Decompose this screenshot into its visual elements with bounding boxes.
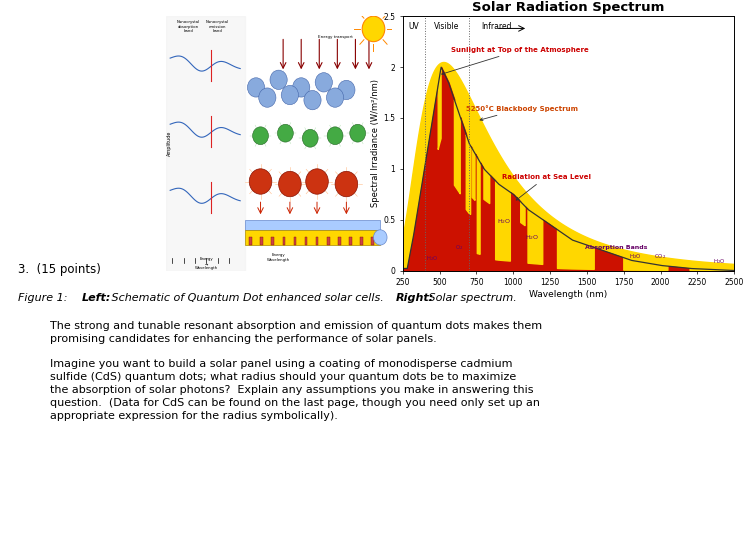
Bar <box>282 237 285 245</box>
Circle shape <box>327 127 343 144</box>
Text: Amplitude: Amplitude <box>166 131 172 156</box>
Text: H$_2$O: H$_2$O <box>426 254 438 263</box>
Circle shape <box>373 230 387 245</box>
Circle shape <box>350 124 366 142</box>
Text: H$_2$O: H$_2$O <box>713 258 726 266</box>
Text: Infrared: Infrared <box>481 22 511 31</box>
Text: O$_2$: O$_2$ <box>455 243 463 252</box>
Text: Left:: Left: <box>82 293 111 303</box>
Text: H$_2$O: H$_2$O <box>526 233 540 242</box>
Circle shape <box>306 169 328 194</box>
Bar <box>371 237 374 245</box>
Text: Figure 1:: Figure 1: <box>18 293 71 303</box>
Circle shape <box>279 171 301 197</box>
Text: 5250°C Blackbody Spectrum: 5250°C Blackbody Spectrum <box>466 105 578 121</box>
Circle shape <box>282 85 298 105</box>
Bar <box>316 237 319 245</box>
Text: Solar spectrum.: Solar spectrum. <box>425 293 517 303</box>
Bar <box>249 237 252 245</box>
Circle shape <box>304 90 321 110</box>
Bar <box>245 220 380 230</box>
Circle shape <box>270 70 287 89</box>
Circle shape <box>248 78 264 97</box>
Text: Nanocrystal
absorption
band: Nanocrystal absorption band <box>177 20 200 33</box>
Bar <box>349 237 352 245</box>
Text: Radiation at Sea Level: Radiation at Sea Level <box>501 174 590 200</box>
Text: Energy
→
Wavelength: Energy → Wavelength <box>195 258 218 270</box>
Bar <box>338 237 340 245</box>
Text: Sunlight at Top of the Atmosphere: Sunlight at Top of the Atmosphere <box>442 47 589 75</box>
Text: 3.  (15 points): 3. (15 points) <box>18 262 101 275</box>
Text: sulfide (CdS) quantum dots; what radius should your quantum dots be to maximize: sulfide (CdS) quantum dots; what radius … <box>50 372 517 382</box>
Text: question.  (Data for CdS can be found on the last page, though you need only set: question. (Data for CdS can be found on … <box>50 398 540 408</box>
Bar <box>305 237 307 245</box>
Text: Visible: Visible <box>434 22 460 31</box>
Circle shape <box>259 88 276 107</box>
Circle shape <box>302 129 318 147</box>
Bar <box>166 16 245 270</box>
Bar <box>327 237 330 245</box>
Circle shape <box>293 78 309 97</box>
Bar <box>294 237 297 245</box>
Text: Energy transport: Energy transport <box>318 35 352 39</box>
Circle shape <box>316 72 332 92</box>
Text: CO$_2$: CO$_2$ <box>654 253 666 261</box>
Text: H$_2$O: H$_2$O <box>630 253 642 261</box>
Circle shape <box>253 127 269 144</box>
Text: appropriate expression for the radius symbolically).: appropriate expression for the radius sy… <box>50 411 338 421</box>
Bar <box>166 16 245 270</box>
Bar <box>261 237 263 245</box>
Title: Solar Radiation Spectrum: Solar Radiation Spectrum <box>472 1 665 14</box>
Circle shape <box>335 171 358 197</box>
Text: Right:: Right: <box>396 293 434 303</box>
Text: the absorption of solar photons?  Explain any assumptions you make in answering : the absorption of solar photons? Explain… <box>50 385 533 395</box>
Text: promising candidates for enhancing the performance of solar panels.: promising candidates for enhancing the p… <box>50 334 437 344</box>
Circle shape <box>338 80 355 100</box>
Bar <box>245 230 380 245</box>
Text: UV: UV <box>409 22 419 31</box>
Text: Schematic of Quantum Dot enhanced solar cells.: Schematic of Quantum Dot enhanced solar … <box>108 293 384 303</box>
Text: Energy
Wavelength: Energy Wavelength <box>267 254 290 262</box>
Text: H$_2$O: H$_2$O <box>497 217 511 226</box>
Circle shape <box>249 169 272 194</box>
X-axis label: Wavelength (nm): Wavelength (nm) <box>529 290 608 299</box>
Text: Imagine you want to build a solar panel using a coating of monodisperse cadmium: Imagine you want to build a solar panel … <box>50 359 513 369</box>
Text: Nanocrystal
emission
band: Nanocrystal emission band <box>206 20 229 33</box>
Circle shape <box>277 124 293 142</box>
Text: Absorption Bands: Absorption Bands <box>585 245 648 250</box>
Y-axis label: Spectral Irradiance (W/m²/nm): Spectral Irradiance (W/m²/nm) <box>371 80 380 207</box>
Bar <box>271 237 274 245</box>
Circle shape <box>362 16 385 42</box>
Bar <box>360 237 363 245</box>
Circle shape <box>327 88 343 107</box>
Text: The strong and tunable resonant absorption and emission of quantum dots makes th: The strong and tunable resonant absorpti… <box>50 321 542 331</box>
